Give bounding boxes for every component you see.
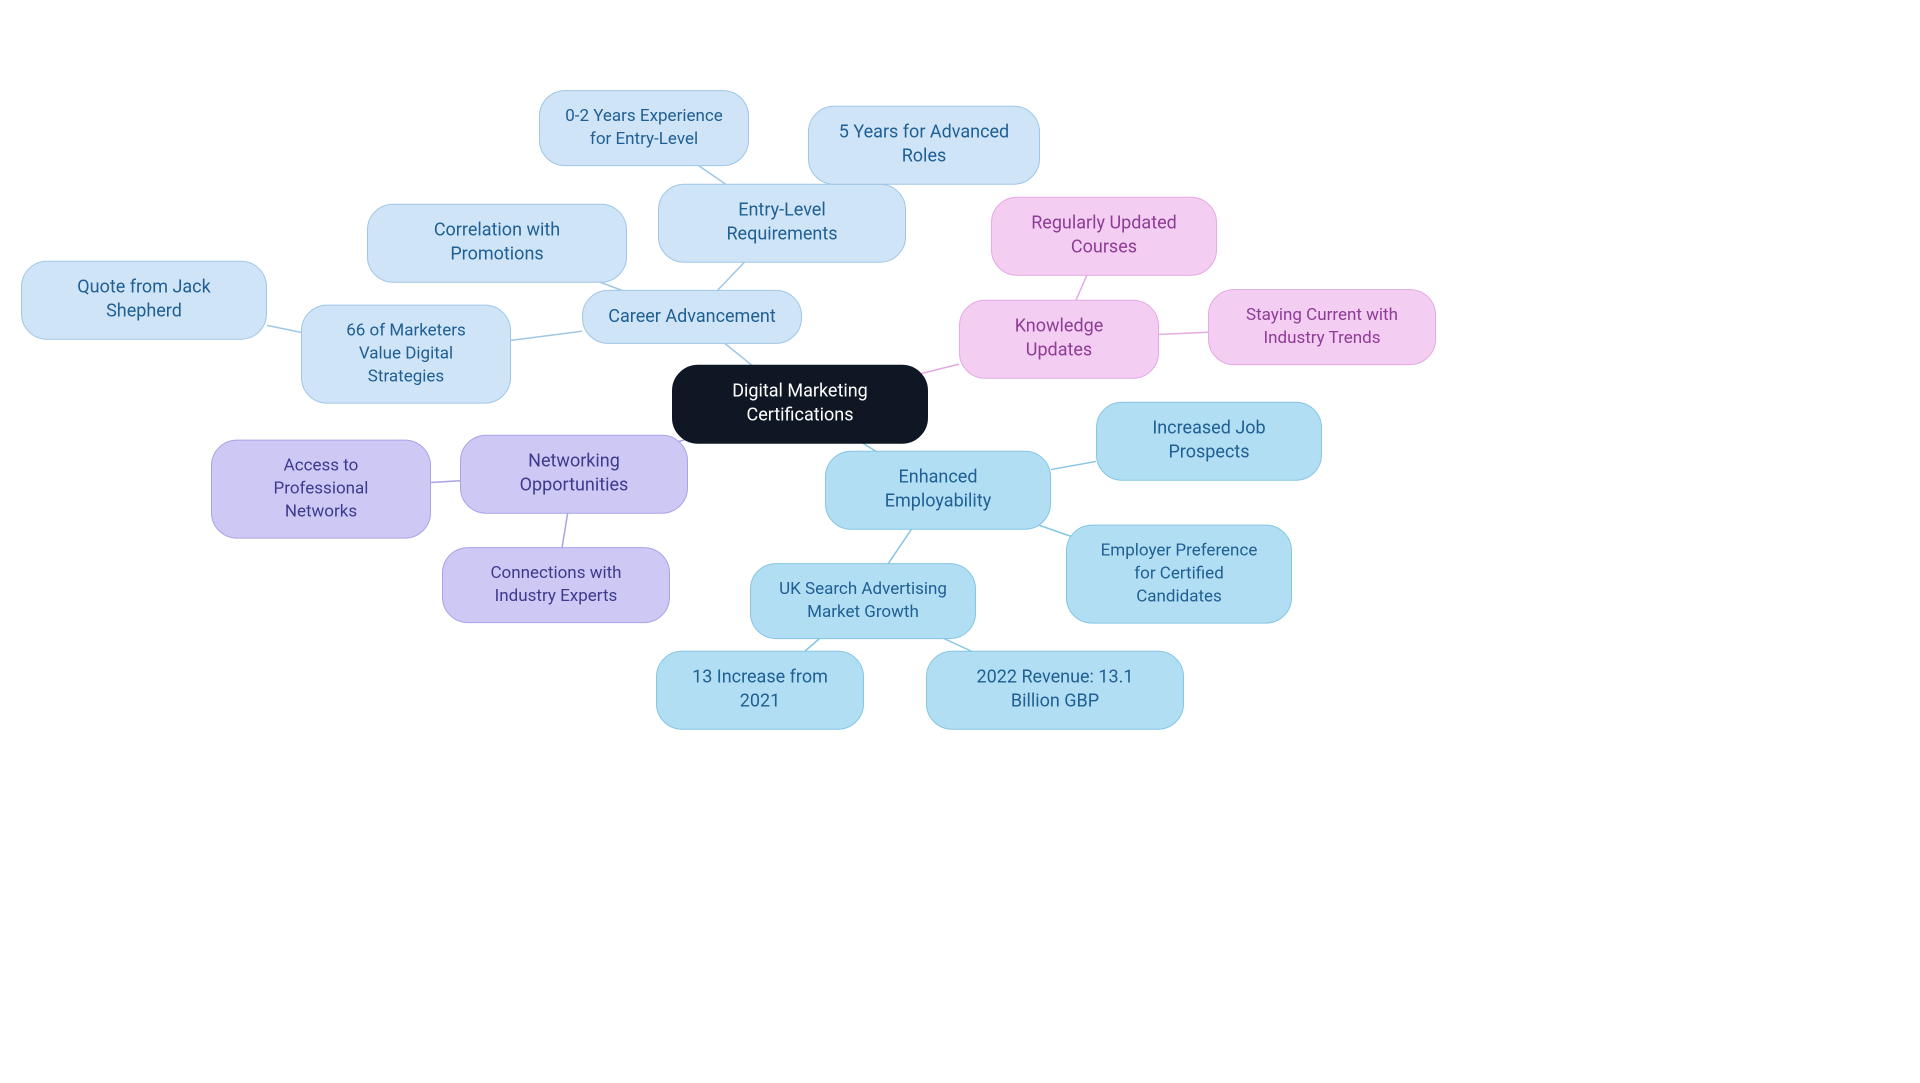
node-label: 13 Increase from 2021 bbox=[681, 666, 839, 715]
node-quote: Quote from Jack Shepherd bbox=[21, 261, 267, 340]
node-emppref: Employer Preference for Certified Candid… bbox=[1066, 525, 1292, 624]
node-knowreg: Regularly Updated Courses bbox=[991, 197, 1217, 276]
node-e5: 5 Years for Advanced Roles bbox=[808, 106, 1040, 185]
node-knowtrend: Staying Current with Industry Trends bbox=[1208, 289, 1436, 365]
node-label: Correlation with Promotions bbox=[392, 219, 602, 268]
node-label: UK Search Advertising Market Growth bbox=[775, 578, 951, 624]
node-label: Entry-Level Requirements bbox=[683, 199, 881, 248]
node-label: Connections with Industry Experts bbox=[467, 562, 645, 608]
node-label: 0-2 Years Experience for Entry-Level bbox=[564, 105, 724, 151]
node-label: Knowledge Updates bbox=[984, 315, 1134, 364]
node-label: 66 of Marketers Value Digital Strategies bbox=[326, 320, 486, 389]
node-label: Employer Preference for Certified Candid… bbox=[1091, 540, 1267, 609]
node-corr: Correlation with Promotions bbox=[367, 204, 627, 283]
edge bbox=[267, 325, 301, 332]
edge bbox=[431, 481, 460, 483]
node-label: Enhanced Employability bbox=[850, 466, 1026, 515]
edge bbox=[511, 331, 582, 340]
node-label: Digital Marketing Certifications bbox=[697, 380, 903, 429]
node-know: Knowledge Updates bbox=[959, 300, 1159, 379]
node-emppros: Increased Job Prospects bbox=[1096, 402, 1322, 481]
node-emp: Enhanced Employability bbox=[825, 451, 1051, 530]
edge bbox=[1159, 332, 1208, 334]
node-label: Increased Job Prospects bbox=[1121, 417, 1297, 466]
node-label: 5 Years for Advanced Roles bbox=[833, 121, 1015, 170]
node-netconn: Connections with Industry Experts bbox=[442, 547, 670, 623]
node-mk66: 66 of Marketers Value Digital Strategies bbox=[301, 305, 511, 404]
node-ukpct: 13 Increase from 2021 bbox=[656, 651, 864, 730]
node-ukrev: 2022 Revenue: 13.1 Billion GBP bbox=[926, 651, 1184, 730]
node-net: Networking Opportunities bbox=[460, 435, 688, 514]
node-label: Career Advancement bbox=[608, 305, 775, 329]
node-label: Access to Professional Networks bbox=[236, 455, 406, 524]
node-netaccess: Access to Professional Networks bbox=[211, 440, 431, 539]
node-uk: UK Search Advertising Market Growth bbox=[750, 563, 976, 639]
node-label: Networking Opportunities bbox=[485, 450, 663, 499]
node-root: Digital Marketing Certifications bbox=[672, 365, 928, 444]
node-label: Regularly Updated Courses bbox=[1016, 212, 1192, 261]
node-label: Staying Current with Industry Trends bbox=[1233, 304, 1411, 350]
node-e02: 0-2 Years Experience for Entry-Level bbox=[539, 90, 749, 166]
node-career: Career Advancement bbox=[582, 290, 802, 344]
node-label: Quote from Jack Shepherd bbox=[46, 276, 242, 325]
node-entry: Entry-Level Requirements bbox=[658, 184, 906, 263]
edge bbox=[1051, 461, 1096, 469]
node-label: 2022 Revenue: 13.1 Billion GBP bbox=[951, 666, 1159, 715]
